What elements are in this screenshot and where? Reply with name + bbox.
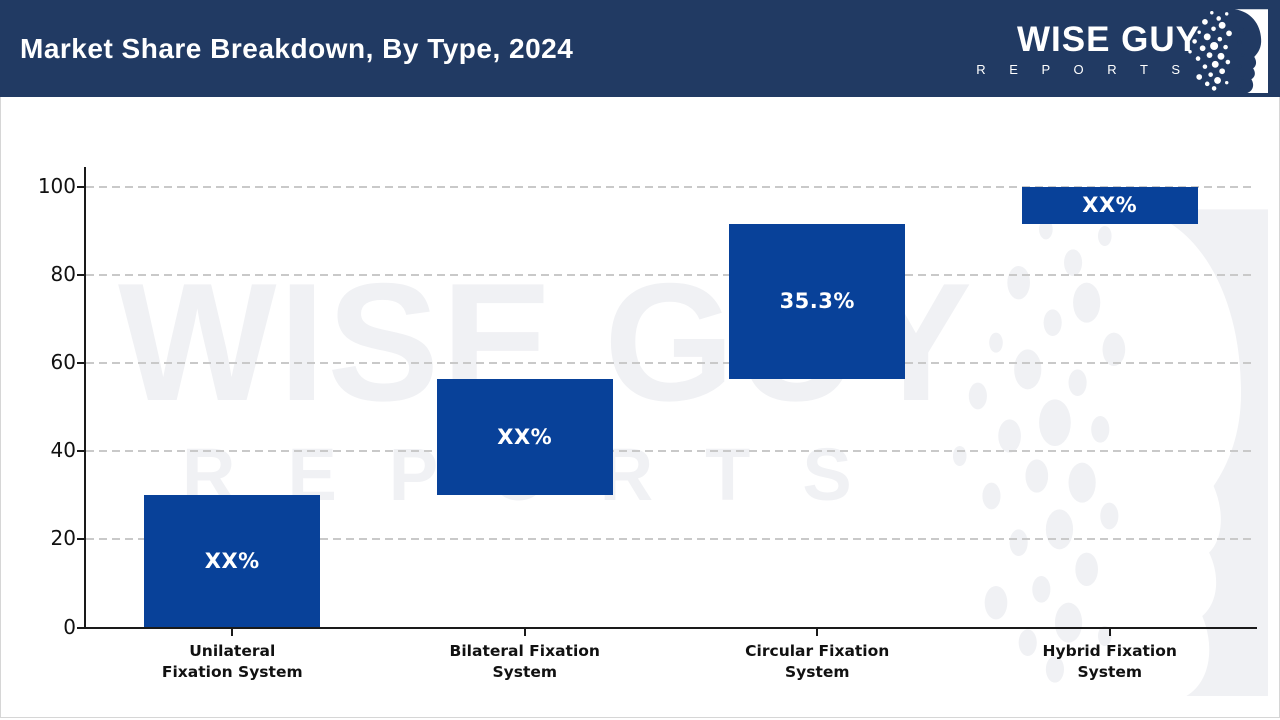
header: Market Share Breakdown, By Type, 2024 WI… [0,0,1280,97]
y-tick-mark [77,273,85,276]
bar: XX% [1021,186,1198,224]
x-axis-label-line: Fixation System [161,663,303,681]
y-tick-mark [77,538,85,541]
gridline [86,361,1256,364]
y-tick-mark [77,626,85,629]
x-axis-label: Hybrid Fixation System [990,641,1230,683]
bar: 35.3% [729,223,906,380]
x-axis-label-line: Unilateral [189,642,276,660]
logo-head-icon [1188,9,1268,93]
gridline [86,450,1256,453]
x-axis-label: Bilateral Fixation System [405,641,645,683]
page-title: Market Share Breakdown, By Type, 2024 [20,33,574,64]
gridline [86,273,1256,276]
y-tick-mark [77,450,85,453]
y-tick-label: 100 [37,173,76,198]
y-tick-label: 20 [50,526,76,551]
watermark-head-graphic [952,209,1268,696]
x-axis-label-line: System [492,663,558,681]
bar: XX% [144,495,321,628]
y-tick-label: 60 [50,349,76,374]
x-axis-label-line: System [784,663,850,681]
y-tick-label: 80 [50,261,76,286]
x-tick-mark [523,629,526,636]
y-axis-line [84,167,86,629]
x-axis-label-line: Hybrid Fixation [1042,642,1177,660]
x-axis-label-line: Circular Fixation [745,642,890,660]
gridline [86,185,1256,188]
x-tick-mark [1108,629,1111,636]
bar-value-label: 35.3% [779,289,855,314]
y-tick-mark [77,361,85,364]
y-tick-label: 0 [63,614,76,639]
x-tick-mark [231,629,234,636]
gridline [86,538,1256,541]
x-axis-label-line: System [1077,663,1143,681]
y-tick-mark [77,185,85,188]
y-tick-label: 40 [50,438,76,463]
logo-subtext: R E P O R T S [976,62,1190,77]
bar-value-label: XX% [204,549,260,574]
x-axis-label: Unilateral Fixation System [112,641,352,683]
logo-wordmark: WISE GUY [1016,20,1200,59]
x-tick-mark [816,629,819,636]
bar: XX% [436,379,613,496]
x-axis-label-line: Bilateral Fixation [449,642,600,660]
bar-value-label: XX% [497,425,553,450]
x-axis-line [84,627,1257,629]
bar-value-label: XX% [1082,193,1138,218]
x-axis-label: Circular Fixation System [697,641,937,683]
logo: WISE GUY R E P O R T S [976,4,1268,94]
